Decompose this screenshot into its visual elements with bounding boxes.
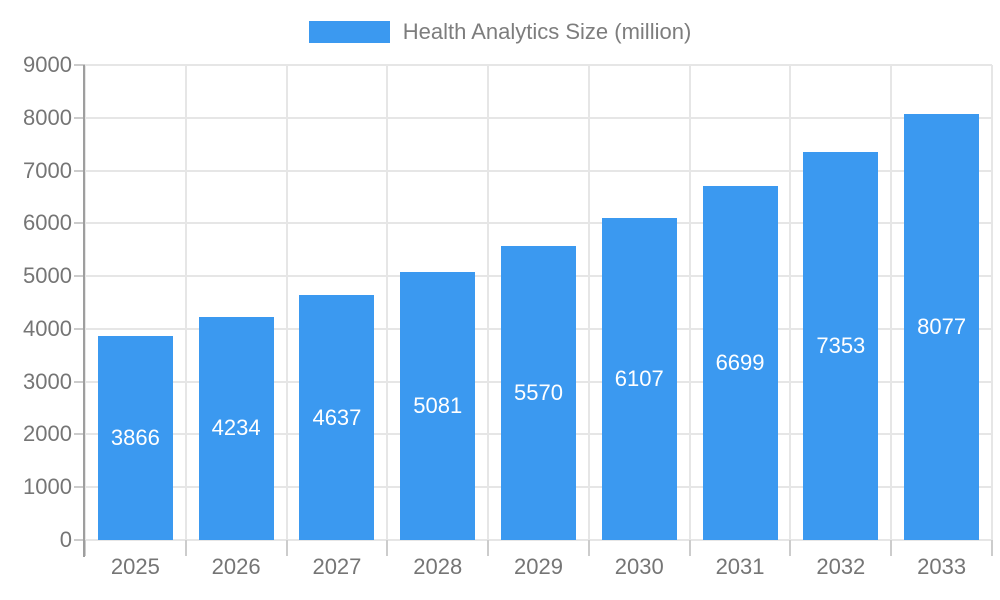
legend-label: Health Analytics Size (million)	[402, 19, 692, 44]
v-gridline	[184, 65, 187, 540]
bar-value-label: 6107	[614, 365, 664, 391]
h-gridline	[85, 169, 992, 172]
bar-value-label: 4234	[211, 415, 261, 441]
y-tick	[74, 116, 85, 119]
y-axis-line	[83, 65, 85, 557]
v-gridline	[587, 65, 590, 540]
x-tick-label: 2025	[110, 554, 160, 579]
y-tick-label: 6000	[23, 210, 72, 236]
h-gridline	[85, 222, 992, 225]
y-tick	[74, 327, 85, 330]
bar-value-label: 7353	[816, 332, 866, 358]
x-tick	[285, 540, 288, 556]
x-tick-label: 2026	[211, 554, 261, 579]
y-tick-label: 7000	[23, 157, 72, 183]
bar-value-label: 6699	[715, 350, 765, 376]
bar-value-label: 8077	[917, 313, 967, 339]
v-gridline	[890, 65, 893, 540]
bar[interactable]	[702, 186, 778, 540]
x-tick-label: 2033	[917, 554, 967, 579]
v-gridline	[991, 65, 993, 540]
x-tick-label: 2029	[514, 554, 563, 579]
h-gridline	[85, 64, 992, 66]
bar[interactable]	[904, 113, 980, 540]
v-gridline	[688, 65, 691, 540]
y-tick	[74, 222, 85, 225]
x-tick	[890, 540, 893, 556]
y-tick	[74, 433, 85, 436]
h-gridline	[85, 116, 992, 119]
x-tick-label: 2030	[614, 554, 664, 579]
y-tick-label: 0	[59, 527, 72, 552]
x-tick	[487, 540, 490, 556]
h-gridline	[85, 539, 992, 541]
x-tick-label: 2032	[816, 554, 866, 579]
bar[interactable]	[97, 335, 173, 540]
x-tick	[184, 540, 187, 556]
bar[interactable]	[601, 217, 677, 540]
bar-value-label: 5570	[514, 380, 563, 405]
v-gridline	[386, 65, 389, 540]
bar[interactable]	[400, 271, 476, 540]
y-tick-label: 3000	[23, 368, 72, 394]
x-tick	[688, 540, 691, 556]
y-tick	[74, 169, 85, 172]
bar[interactable]	[299, 295, 375, 540]
bar-value-label: 5081	[413, 392, 463, 418]
v-gridline	[789, 65, 792, 540]
bar[interactable]	[803, 151, 879, 540]
bar-value-label: 3866	[110, 424, 160, 450]
x-tick	[587, 540, 590, 556]
y-tick	[74, 275, 85, 278]
y-tick-label: 8000	[23, 104, 72, 130]
y-tick-label: 9000	[23, 52, 72, 77]
x-tick-label: 2031	[715, 554, 765, 579]
bar-value-label: 4637	[312, 404, 362, 430]
bar[interactable]	[501, 246, 576, 540]
v-gridline	[84, 65, 86, 540]
x-tick	[386, 540, 389, 556]
y-tick	[74, 486, 85, 489]
v-gridline	[285, 65, 288, 540]
x-tick-label: 2027	[312, 554, 362, 579]
y-tick-label: 4000	[23, 315, 72, 341]
bar[interactable]	[198, 316, 274, 540]
x-tick-label: 2028	[413, 554, 463, 579]
x-tick	[789, 540, 792, 556]
y-tick	[74, 380, 85, 383]
y-tick-label: 1000	[23, 474, 72, 500]
v-gridline	[487, 65, 490, 540]
y-tick	[74, 64, 85, 66]
y-tick	[74, 539, 85, 541]
x-tick	[84, 540, 86, 556]
legend-swatch	[308, 21, 390, 43]
y-tick-label: 5000	[23, 263, 72, 289]
chart-legend: Health Analytics Size (million)	[0, 17, 1000, 47]
x-tick	[991, 540, 993, 556]
y-tick-label: 2000	[23, 421, 72, 447]
